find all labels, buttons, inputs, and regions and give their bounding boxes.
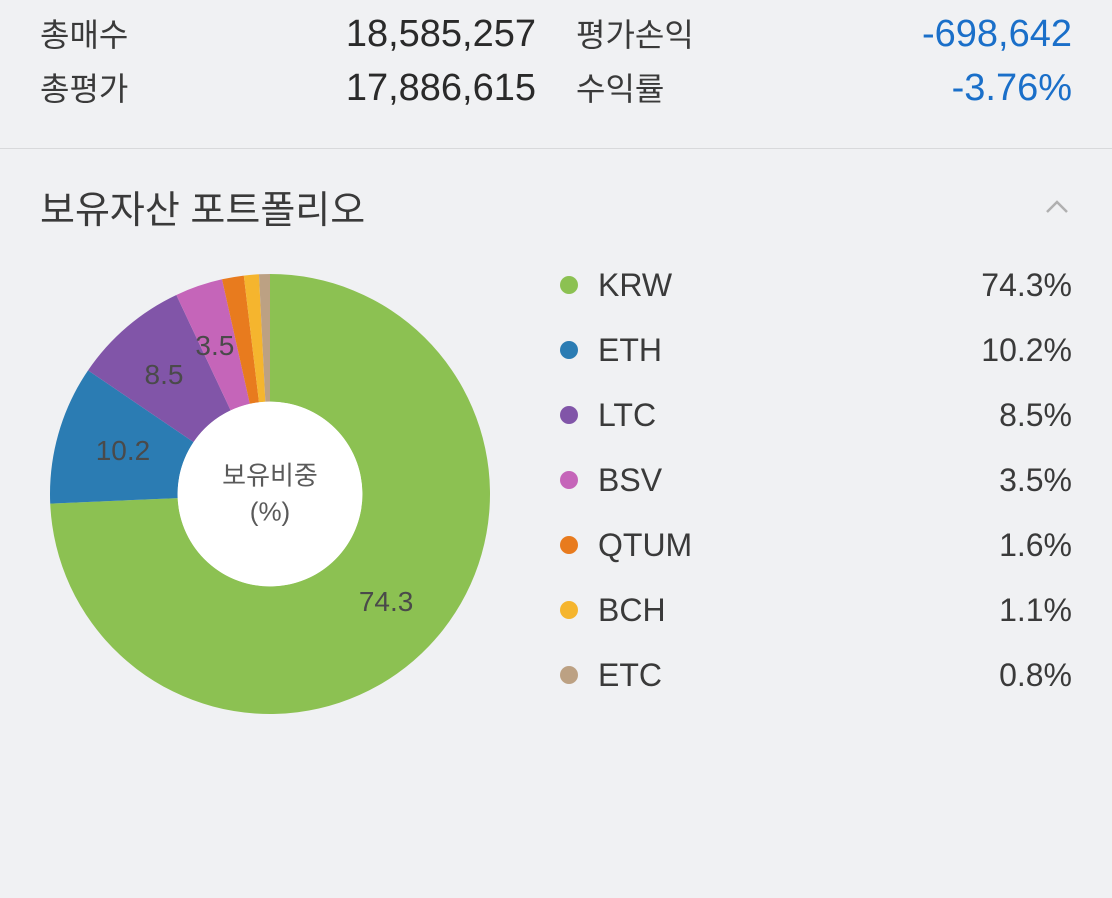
donut-slice-label-eth: 10.2 <box>96 435 151 467</box>
legend-item-eth: ETH10.2% <box>560 332 1072 369</box>
portfolio-header: 보유자산 포트폴리오 <box>40 179 1072 234</box>
total-buy-label: 총매수 <box>40 10 128 56</box>
legend-label: LTC <box>598 397 999 434</box>
donut-slice-label-ltc: 8.5 <box>145 359 184 391</box>
legend-item-etc: ETC0.8% <box>560 657 1072 694</box>
legend-item-bsv: BSV3.5% <box>560 462 1072 499</box>
chevron-up-icon[interactable] <box>1042 192 1072 222</box>
legend-item-qtum: QTUM1.6% <box>560 527 1072 564</box>
legend-label: QTUM <box>598 527 999 564</box>
chart-center-line1: 보유비중 <box>222 458 318 494</box>
return-rate-label: 수익률 <box>576 64 664 110</box>
legend-bullet-icon <box>560 471 578 489</box>
chart-center-label: 보유비중 (%) <box>222 458 318 531</box>
legend-bullet-icon <box>560 601 578 619</box>
donut-slice-label-bsv: 3.5 <box>195 330 234 362</box>
total-buy-row: 총매수 18,585,257 <box>40 10 536 56</box>
legend-bullet-icon <box>560 406 578 424</box>
legend-item-ltc: LTC8.5% <box>560 397 1072 434</box>
total-buy-value: 18,585,257 <box>346 13 536 56</box>
total-eval-row: 총평가 17,886,615 <box>40 64 536 110</box>
legend-value: 3.5% <box>999 462 1072 499</box>
eval-pl-row: 평가손익 -698,642 <box>576 10 1072 56</box>
portfolio-content: 보유비중 (%) 74.310.28.53.5 KRW74.3%ETH10.2%… <box>40 264 1072 724</box>
donut-slice-label-krw: 74.3 <box>359 586 414 618</box>
eval-pl-label: 평가손익 <box>576 10 694 56</box>
legend-bullet-icon <box>560 666 578 684</box>
legend-list: KRW74.3%ETH10.2%LTC8.5%BSV3.5%QTUM1.6%BC… <box>560 267 1072 722</box>
legend-bullet-icon <box>560 276 578 294</box>
legend-label: BSV <box>598 462 999 499</box>
legend-value: 8.5% <box>999 397 1072 434</box>
legend-value: 0.8% <box>999 657 1072 694</box>
summary-section: 총매수 18,585,257 총평가 17,886,615 평가손익 -698,… <box>0 0 1112 148</box>
legend-bullet-icon <box>560 341 578 359</box>
total-eval-value: 17,886,615 <box>346 67 536 110</box>
legend-label: BCH <box>598 592 999 629</box>
donut-chart: 보유비중 (%) 74.3 10.2 8.5 3.5 <box>40 264 500 724</box>
legend-label: KRW <box>598 267 981 304</box>
chart-center-line2: (%) <box>222 494 318 530</box>
summary-left-column: 총매수 18,585,257 총평가 17,886,615 <box>40 10 536 118</box>
eval-pl-value: -698,642 <box>922 13 1072 56</box>
legend-item-krw: KRW74.3% <box>560 267 1072 304</box>
legend-item-bch: BCH1.1% <box>560 592 1072 629</box>
return-rate-value: -3.76% <box>952 67 1072 110</box>
legend-bullet-icon <box>560 536 578 554</box>
total-eval-label: 총평가 <box>40 64 128 110</box>
summary-right-column: 평가손익 -698,642 수익률 -3.76% <box>576 10 1072 118</box>
legend-label: ETC <box>598 657 999 694</box>
portfolio-section: 보유자산 포트폴리오 보유비중 (%) 74.3 10.2 8.5 3.5 KRW74… <box>0 149 1112 754</box>
return-rate-row: 수익률 -3.76% <box>576 64 1072 110</box>
legend-value: 10.2% <box>981 332 1072 369</box>
legend-value: 1.1% <box>999 592 1072 629</box>
legend-value: 1.6% <box>999 527 1072 564</box>
portfolio-title: 보유자산 포트폴리오 <box>40 179 365 234</box>
legend-value: 74.3% <box>981 267 1072 304</box>
legend-label: ETH <box>598 332 981 369</box>
